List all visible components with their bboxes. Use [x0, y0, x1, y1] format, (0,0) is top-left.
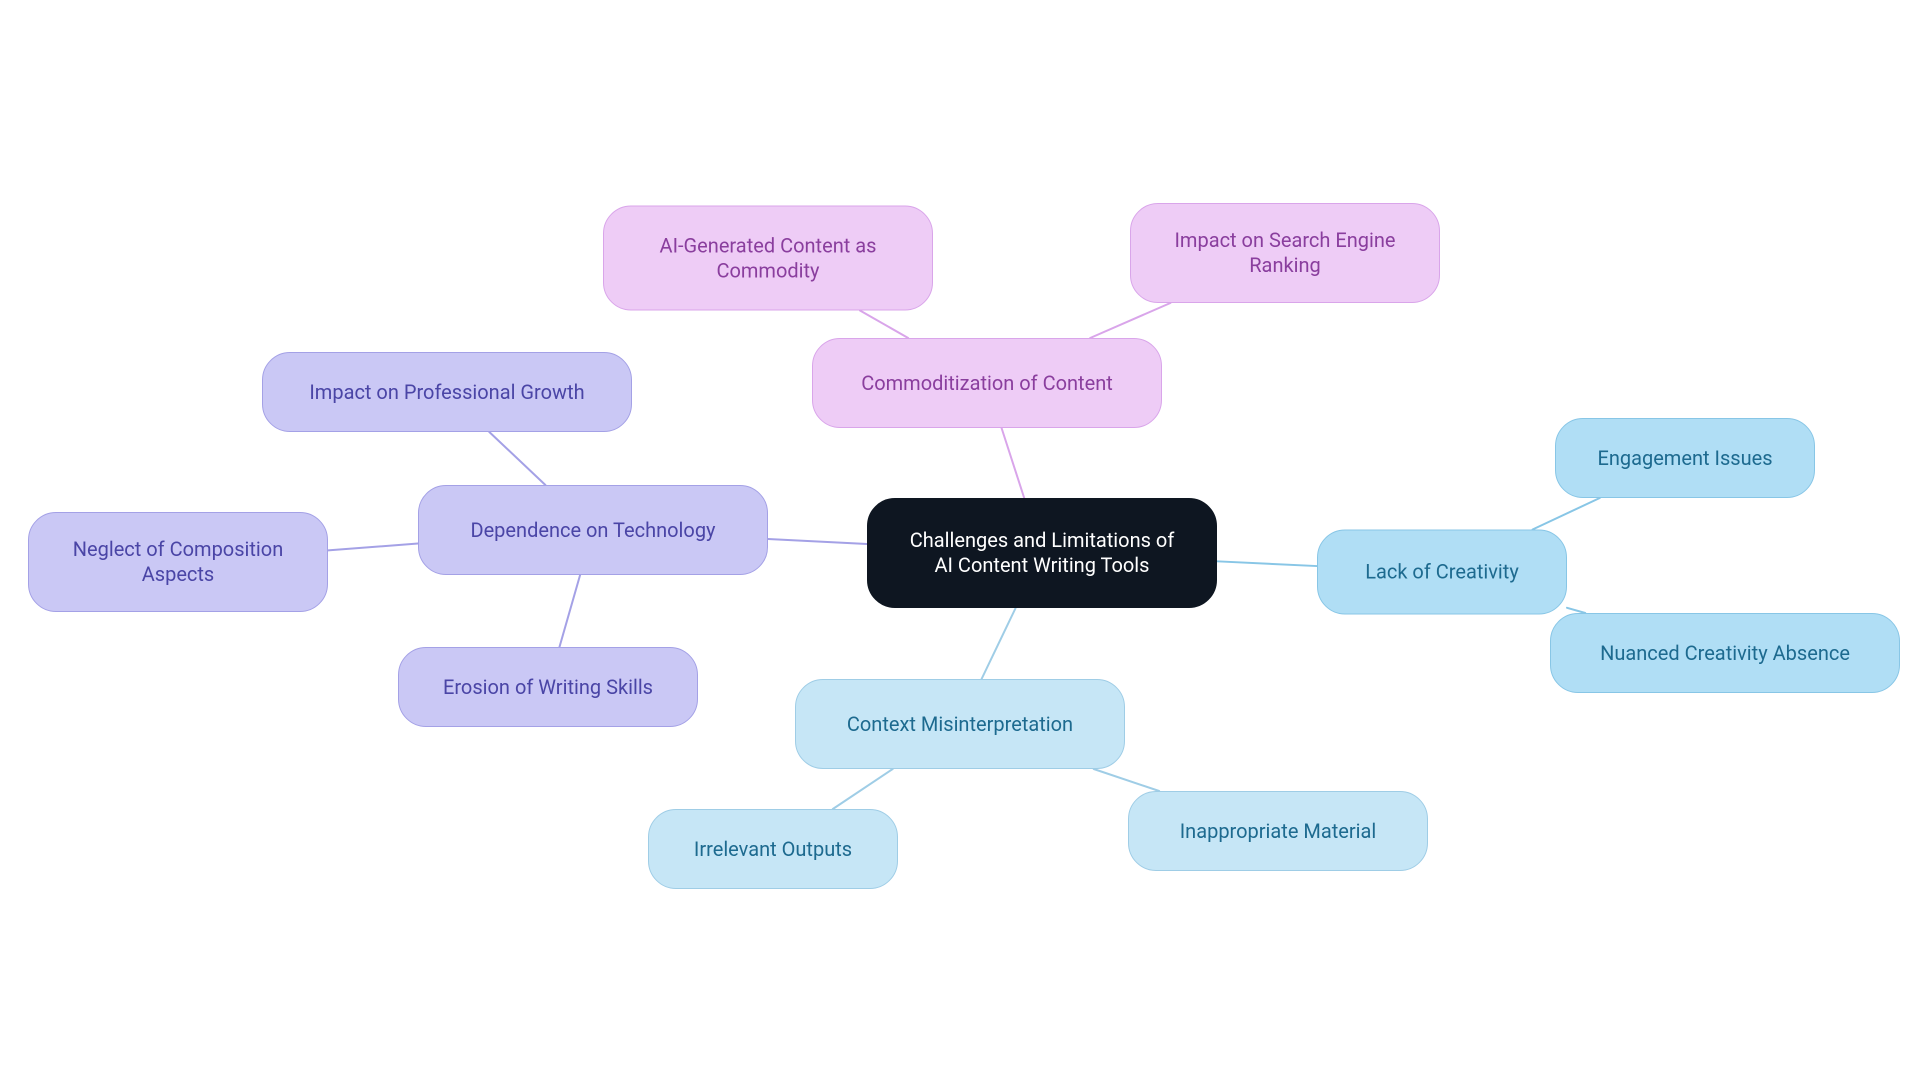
node-ctx_b: Inappropriate Material [1128, 791, 1428, 871]
node-creat: Lack of Creativity [1317, 530, 1567, 615]
edge-commod-commod_a [860, 311, 908, 339]
edge-ctx-ctx_b [1094, 769, 1159, 791]
node-root: Challenges and Limitations ofAI Content … [867, 498, 1217, 608]
node-ctx: Context Misinterpretation [795, 679, 1125, 769]
node-commod_a: AI-Generated Content asCommodity [603, 206, 933, 311]
edge-root-creat [1217, 561, 1317, 566]
node-commod: Commoditization of Content [812, 338, 1162, 428]
edge-dep-dep_b [328, 543, 418, 550]
edge-dep-dep_a [489, 432, 545, 485]
node-ctx_a: Irrelevant Outputs [648, 809, 898, 889]
node-commod_b: Impact on Search EngineRanking [1130, 203, 1440, 303]
edge-commod-commod_b [1090, 303, 1170, 338]
node-creat_b: Nuanced Creativity Absence [1550, 613, 1900, 693]
edge-dep-dep_c [559, 575, 580, 647]
edge-ctx-ctx_a [833, 769, 893, 809]
node-dep_a: Impact on Professional Growth [262, 352, 632, 432]
edge-root-commod [1002, 428, 1025, 498]
node-dep_b: Neglect of CompositionAspects [28, 512, 328, 612]
node-dep: Dependence on Technology [418, 485, 768, 575]
node-dep_c: Erosion of Writing Skills [398, 647, 698, 727]
edge-root-dep [768, 539, 867, 544]
edge-creat-creat_a [1533, 498, 1600, 530]
mindmap-canvas: Challenges and Limitations ofAI Content … [0, 0, 1920, 1083]
edge-root-ctx [982, 608, 1016, 679]
node-creat_a: Engagement Issues [1555, 418, 1815, 498]
